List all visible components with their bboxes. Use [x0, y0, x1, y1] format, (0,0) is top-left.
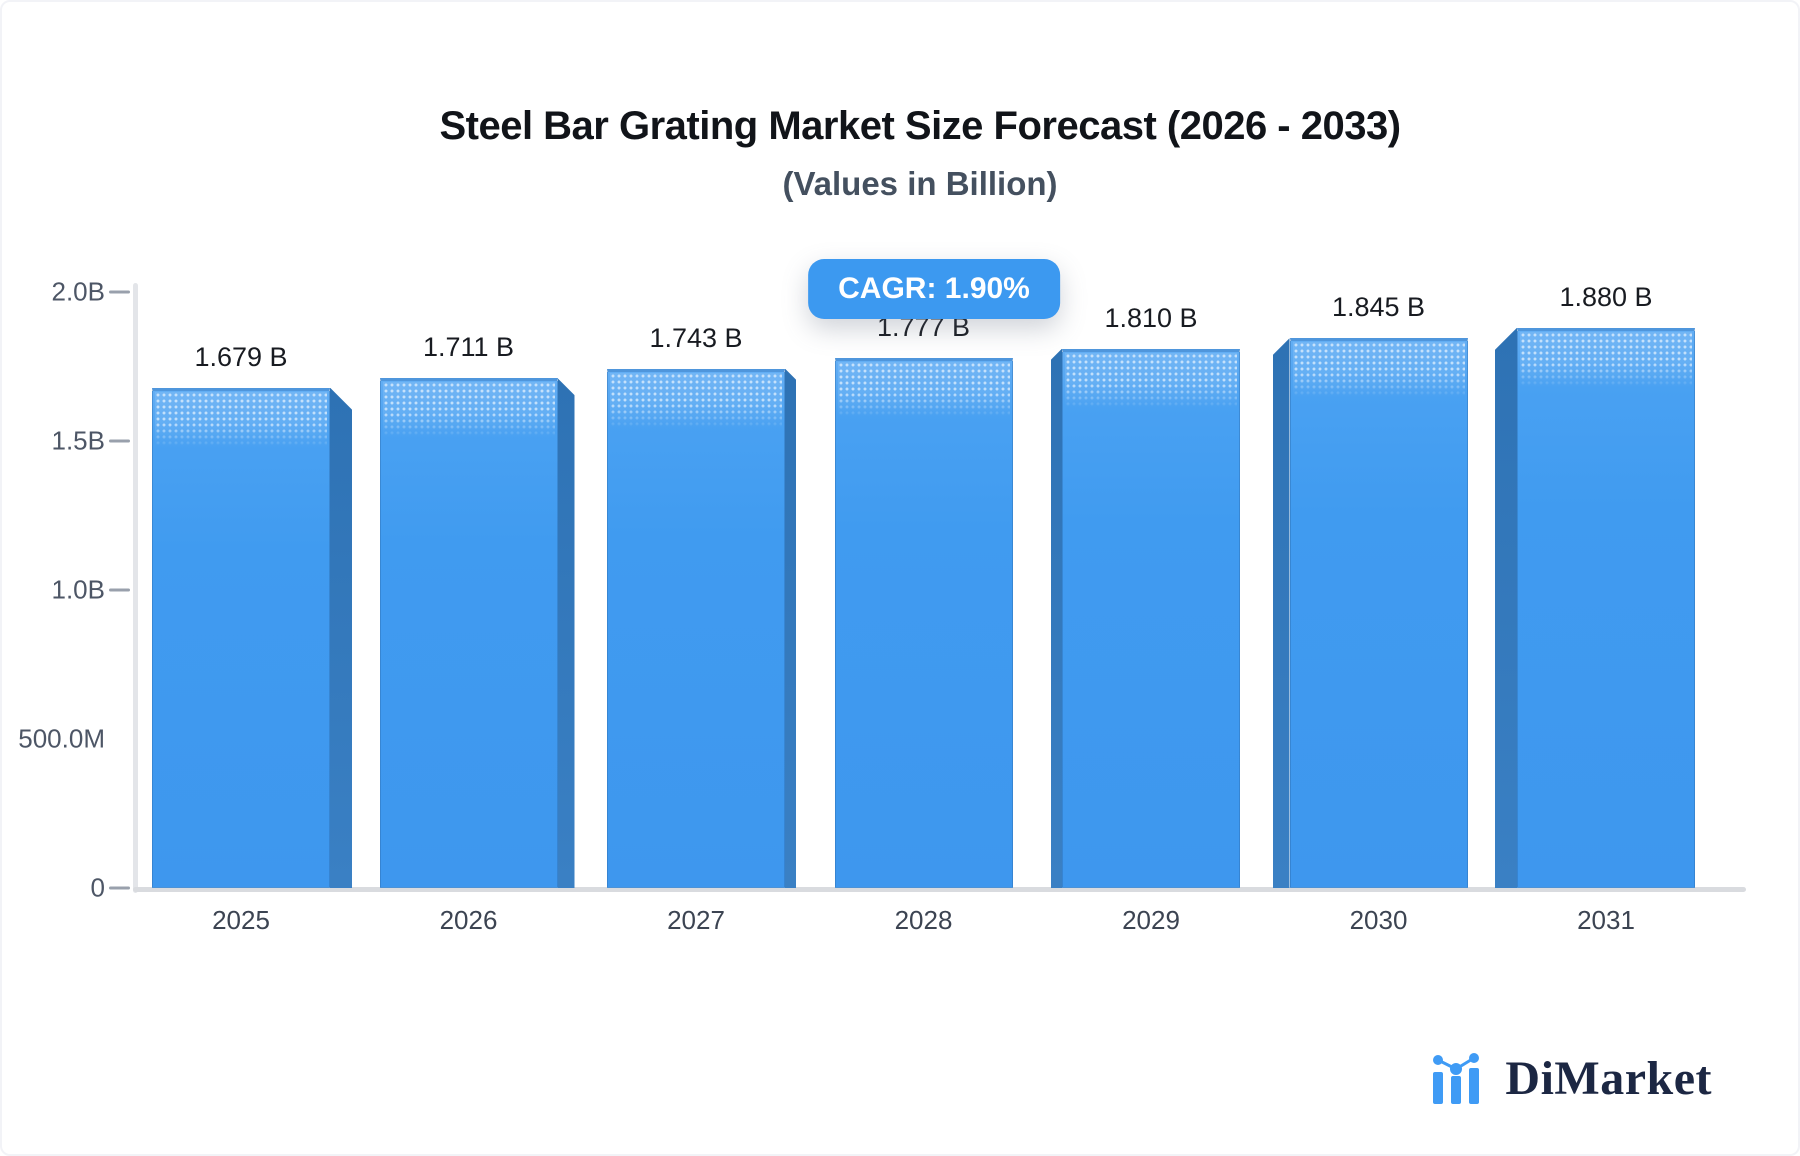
- dimarket-logo[interactable]: DiMarket: [1430, 1050, 1712, 1106]
- bar-value-label-2030: 1.845 B: [1331, 292, 1426, 323]
- x-axis-line: [133, 887, 1746, 892]
- y-axis-tick-dash: [109, 886, 130, 890]
- bar-top-texture: [610, 372, 782, 429]
- bar-2029[interactable]: [1062, 348, 1240, 888]
- bar-top-texture: [155, 391, 327, 448]
- bar-side-2026: [557, 378, 575, 888]
- y-axis-tick-label: 0: [90, 872, 105, 903]
- bar-2025[interactable]: [152, 387, 330, 888]
- bar-side-2031: [1495, 327, 1517, 888]
- y-axis-tick-dash: [109, 588, 130, 592]
- cagr-badge: CAGR: 1.90%: [808, 259, 1060, 319]
- bar-top-texture: [1292, 342, 1465, 399]
- x-axis-label-2027: 2027: [667, 905, 725, 935]
- bar-value-label-2026: 1.711 B: [422, 332, 515, 363]
- y-axis-tick-dash: [109, 290, 130, 294]
- logo-text: DiMarket: [1505, 1051, 1712, 1105]
- bar-top-texture: [837, 362, 1010, 419]
- x-axis-label-2031: 2031: [1577, 905, 1635, 935]
- y-axis-tick-label: 500.0M: [18, 723, 105, 754]
- bar-side-2030: [1272, 338, 1290, 888]
- bar-top-texture: [1520, 331, 1692, 388]
- bar-2026[interactable]: [379, 378, 558, 888]
- bar-top-texture: [1065, 352, 1237, 409]
- bar-side-2027: [785, 368, 796, 888]
- x-axis-label-2026: 2026: [439, 905, 498, 935]
- y-axis-tick-label: 1.0B: [51, 574, 106, 605]
- y-axis-tick-label: 1.5B: [51, 425, 106, 456]
- x-axis-label-2028: 2028: [894, 905, 953, 935]
- bar-chart-logo-icon: [1433, 1053, 1480, 1104]
- x-axis-label-2025: 2025: [212, 905, 270, 935]
- bar-value-label-2027: 1.743 B: [649, 322, 743, 353]
- x-axis-label-2029: 2029: [1122, 905, 1180, 935]
- bar-value-label-2029: 1.810 B: [1104, 302, 1198, 333]
- y-axis-tick-label: 2.0B: [51, 276, 106, 307]
- bar-value-label-2031: 1.880 B: [1559, 281, 1653, 312]
- bar-2030[interactable]: [1289, 338, 1468, 888]
- chart-subtitle: (Values in Billion): [782, 165, 1058, 202]
- bar-2027[interactable]: [607, 368, 785, 888]
- bar-side-2025: [330, 387, 352, 888]
- y-axis-tick-dash: [109, 439, 130, 443]
- bar-side-2029: [1051, 348, 1062, 888]
- bar-2031[interactable]: [1517, 327, 1695, 888]
- bar-2028[interactable]: [834, 358, 1013, 888]
- page-title: Steel Bar Grating Market Size Forecast (…: [439, 104, 1401, 148]
- y-axis-line: [133, 283, 138, 893]
- x-axis-label-2030: 2030: [1349, 905, 1408, 935]
- bar-top-texture: [382, 382, 555, 439]
- bar-value-label-2025: 1.679 B: [194, 341, 288, 372]
